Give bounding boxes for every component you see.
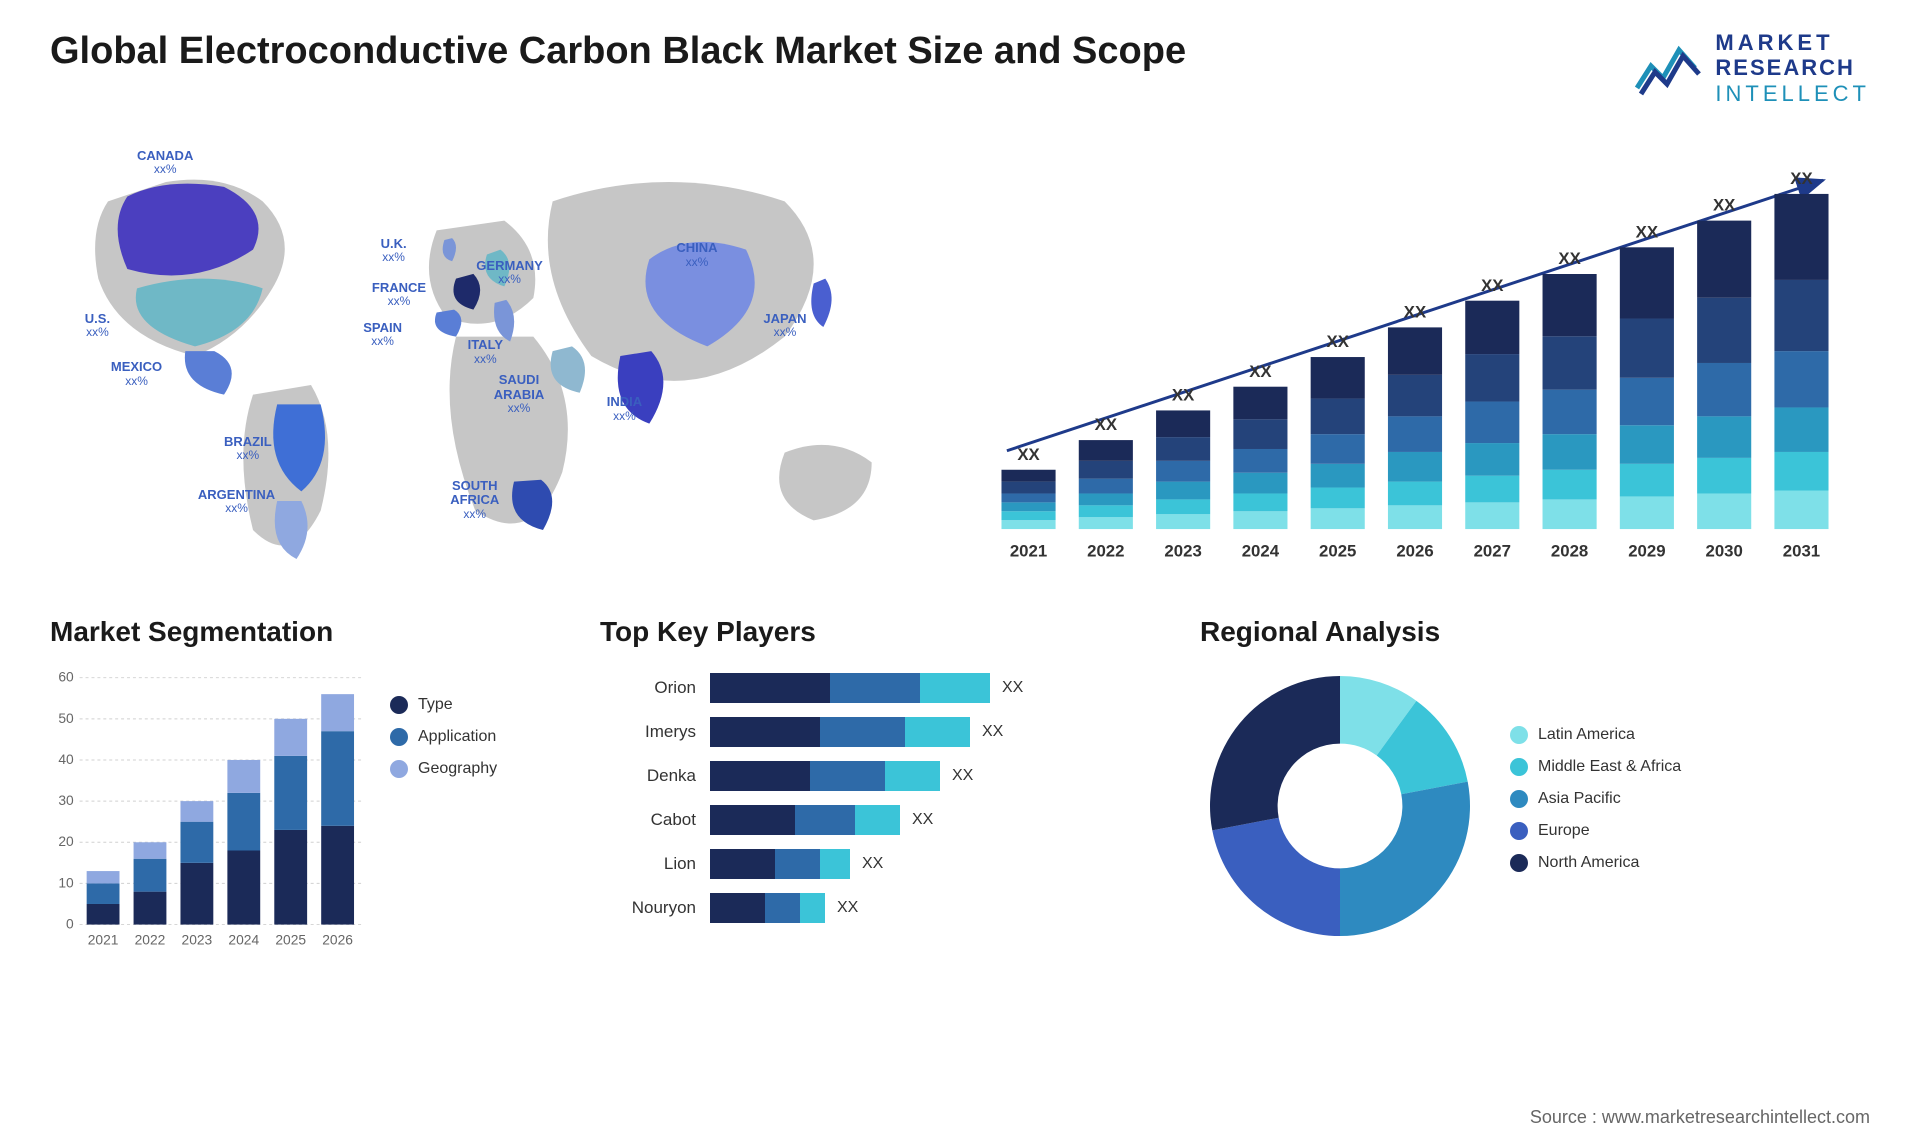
svg-text:2026: 2026 [322,931,353,947]
svg-text:2021: 2021 [88,931,119,947]
segmentation-panel: Market Segmentation 0 10 20 30 40 50 60 2021 202… [50,616,560,956]
player-row: XX [710,886,1160,930]
legend-item: Europe [1510,822,1870,840]
legend-item: Application [390,728,560,746]
segmentation-title: Market Segmentation [50,616,560,648]
svg-text:2023: 2023 [1164,542,1201,561]
player-row: XX [710,798,1160,842]
svg-text:2028: 2028 [1551,542,1588,561]
players-bar-chart: XX XX XX XX XX XX [710,666,1160,930]
yearly-chart-panel: XX 2021 XX 2022 XX 2023 XX 2024 XX 2025 XX 2026 XX 20… [960,136,1870,576]
svg-text:XX: XX [1481,276,1504,295]
player-row: XX [710,754,1160,798]
logo-text-2: RESEARCH [1715,55,1870,80]
segmentation-legend: Type Application Geography [390,666,560,956]
svg-text:2026: 2026 [1396,542,1433,561]
player-name: Lion [600,842,696,886]
players-panel: Top Key Players OrionImerysDenkaCabotLio… [600,616,1160,956]
yearly-bar-chart: XX 2021 XX 2022 XX 2023 XX 2024 XX 2025 XX 2026 XX 20… [980,146,1850,576]
player-name: Nouryon [600,886,696,930]
svg-text:XX: XX [1017,445,1040,464]
regional-legend: Latin America Middle East & Africa Asia Pa… [1510,726,1870,886]
svg-text:2024: 2024 [1242,542,1280,561]
player-row: XX [710,710,1160,754]
players-labels: OrionImerysDenkaCabotLionNouryon [600,666,710,930]
regional-donut-chart [1200,666,1480,946]
svg-text:XX: XX [1713,196,1736,215]
logo-text-3: INTELLECT [1715,81,1870,106]
source-attribution: Source : www.marketresearchintellect.com [1530,1107,1870,1128]
map-label: ARGENTINAxx% [198,488,275,515]
svg-text:60: 60 [58,669,74,685]
svg-text:2023: 2023 [182,931,213,947]
legend-item: Type [390,696,560,714]
svg-text:2027: 2027 [1474,542,1511,561]
player-row: XX [710,842,1160,886]
player-value: XX [982,723,1003,741]
svg-text:XX: XX [1404,302,1427,321]
map-label: SOUTHAFRICAxx% [450,479,499,521]
svg-text:2031: 2031 [1783,542,1820,561]
svg-text:2022: 2022 [135,931,166,947]
legend-item: Geography [390,760,560,778]
svg-text:0: 0 [66,915,74,931]
svg-text:40: 40 [58,751,74,767]
svg-text:2030: 2030 [1705,542,1742,561]
svg-text:2022: 2022 [1087,542,1124,561]
map-label: BRAZILxx% [224,435,272,462]
svg-text:XX: XX [1636,222,1659,241]
logo-mark-icon [1633,38,1703,98]
map-label: ITALYxx% [468,338,503,365]
svg-text:20: 20 [58,833,74,849]
player-name: Denka [600,754,696,798]
map-label: FRANCExx% [372,281,426,308]
map-label: SPAINxx% [363,321,402,348]
svg-text:10: 10 [58,874,74,890]
map-label: CANADAxx% [137,149,193,176]
svg-text:2025: 2025 [1319,542,1356,561]
svg-text:XX: XX [1249,362,1272,381]
legend-item: North America [1510,854,1870,872]
player-name: Cabot [600,798,696,842]
regional-panel: Regional Analysis Latin America Middle Ea… [1200,616,1870,956]
page-title: Global Electroconductive Carbon Black Ma… [50,30,1186,73]
player-value: XX [837,899,858,917]
players-title: Top Key Players [600,616,1160,648]
world-map-panel: CANADAxx% U.S.xx%MEXICOxx% BRAZILxx% ARGENT… [50,136,920,576]
player-name: Imerys [600,710,696,754]
svg-text:2024: 2024 [228,931,259,947]
player-row: XX [710,666,1160,710]
svg-text:XX: XX [1095,415,1118,434]
player-value: XX [952,767,973,785]
player-value: XX [862,855,883,873]
svg-text:XX: XX [1790,169,1813,188]
svg-text:50: 50 [58,710,74,726]
brand-logo: MARKET RESEARCH INTELLECT [1633,30,1870,106]
legend-item: Middle East & Africa [1510,758,1870,776]
map-label: JAPANxx% [763,312,806,339]
legend-item: Latin America [1510,726,1870,744]
map-label: GERMANYxx% [476,259,542,286]
player-value: XX [1002,679,1023,697]
regional-title: Regional Analysis [1200,616,1870,648]
player-value: XX [912,811,933,829]
svg-text:30: 30 [58,792,74,808]
player-name: Orion [600,666,696,710]
svg-text:XX: XX [1326,332,1349,351]
map-label: SAUDIARABIAxx% [494,373,545,415]
logo-text-1: MARKET [1715,30,1870,55]
svg-text:2025: 2025 [275,931,306,947]
svg-text:2021: 2021 [1010,542,1047,561]
map-label: INDIAxx% [607,395,642,422]
svg-text:2029: 2029 [1628,542,1665,561]
map-label: CHINAxx% [676,241,717,268]
svg-text:XX: XX [1172,385,1195,404]
map-label: U.K.xx% [381,237,407,264]
svg-text:XX: XX [1558,249,1581,268]
map-label: U.S.xx% [85,312,110,339]
segmentation-bar-chart: 0 10 20 30 40 50 60 2021 2022 2023 2024 2025 2026 [50,666,366,956]
map-label: MEXICOxx% [111,360,162,387]
legend-item: Asia Pacific [1510,790,1870,808]
